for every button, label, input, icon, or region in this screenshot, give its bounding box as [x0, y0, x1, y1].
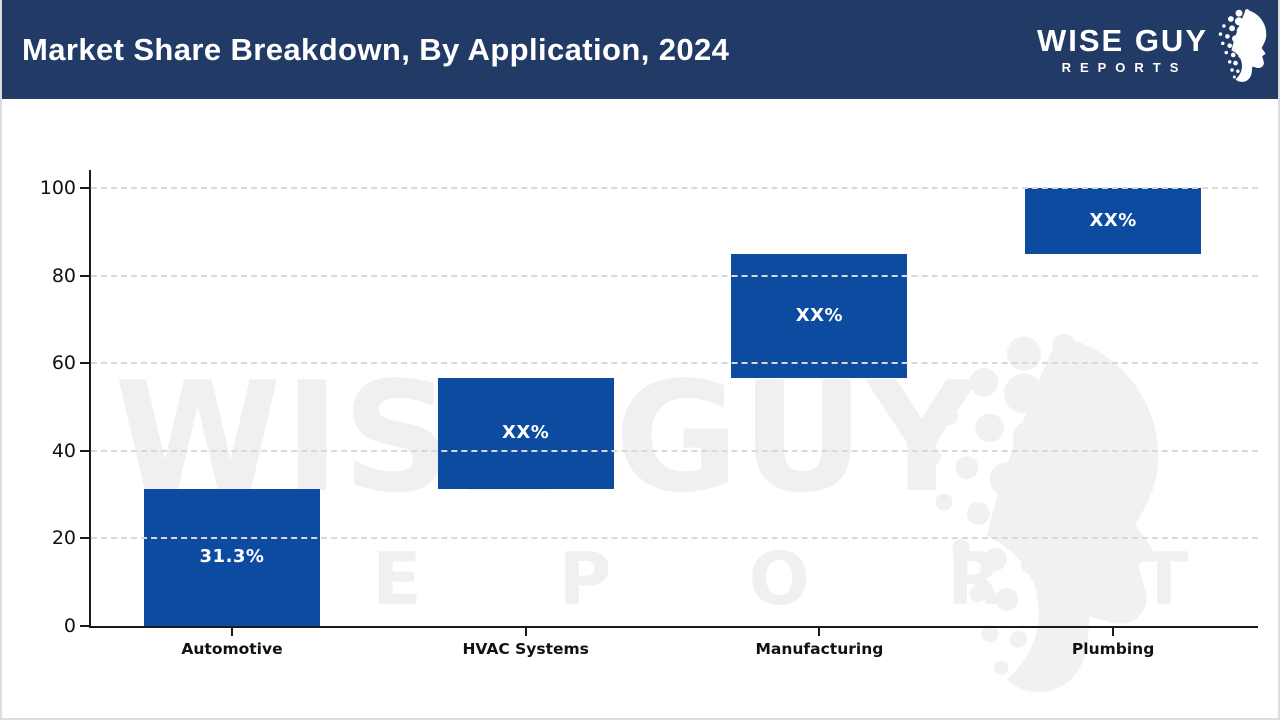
bar-value-label: XX%	[795, 305, 844, 327]
xtick-mark-3	[1112, 628, 1115, 636]
bar-value-label: XX%	[1089, 210, 1137, 232]
bar-hvac-systems	[437, 378, 614, 489]
gridline-80	[91, 274, 1258, 277]
gridline-20	[91, 537, 1258, 540]
category-label-3: Plumbing	[1071, 640, 1155, 658]
ytick-mark-60	[80, 362, 89, 365]
logo-wordmark: WISE GUY	[1036, 22, 1208, 58]
plot-area: 0 20 40 60 80 100 31.3% Automotive XX% HVAC Syste…	[2, 99, 1278, 718]
logo-head-icon	[1210, 6, 1268, 94]
xtick-mark-1	[524, 628, 527, 636]
y-axis-line	[89, 170, 91, 628]
page-title: Market Share Breakdown, By Application, …	[22, 31, 730, 67]
ytick-mark-40	[80, 449, 89, 452]
bar-automotive	[144, 488, 320, 626]
ytick-label-40: 40	[51, 439, 76, 462]
ytick-label-20: 20	[51, 527, 76, 550]
ytick-label-100: 100	[39, 177, 76, 199]
ytick-mark-0	[80, 625, 89, 627]
ytick-mark-20	[80, 537, 89, 540]
category-label-1: HVAC Systems	[462, 640, 589, 658]
bar-plumbing	[1025, 188, 1202, 255]
ytick-label-80: 80	[51, 264, 76, 287]
bar-value-label: 31.3%	[199, 546, 265, 568]
xtick-mark-0	[231, 628, 233, 636]
gridline-100	[91, 187, 1258, 189]
chart-area: WISE GUY R E P O R T S 02040608010031.3%…	[2, 99, 1278, 718]
ytick-mark-80	[80, 274, 89, 277]
wiseguy-logo: WISE GUY REPORTS	[1037, 6, 1268, 94]
logo-subtitle: REPORTS	[1061, 59, 1188, 75]
ytick-label-60: 60	[51, 352, 76, 375]
logo-text: WISE GUY REPORTS	[1037, 25, 1208, 75]
gridline-60	[91, 362, 1258, 365]
category-label-2: Manufacturing	[755, 640, 884, 658]
x-axis-line	[89, 626, 1258, 628]
ytick-mark-100	[80, 187, 89, 189]
header: Market Share Breakdown, By Application, …	[2, 0, 1278, 99]
category-label-0: Automotive	[181, 640, 283, 658]
xtick-mark-2	[818, 628, 821, 636]
ytick-label-0: 0	[63, 615, 76, 637]
gridline-40	[91, 449, 1258, 452]
bar-value-label: XX%	[502, 422, 550, 444]
